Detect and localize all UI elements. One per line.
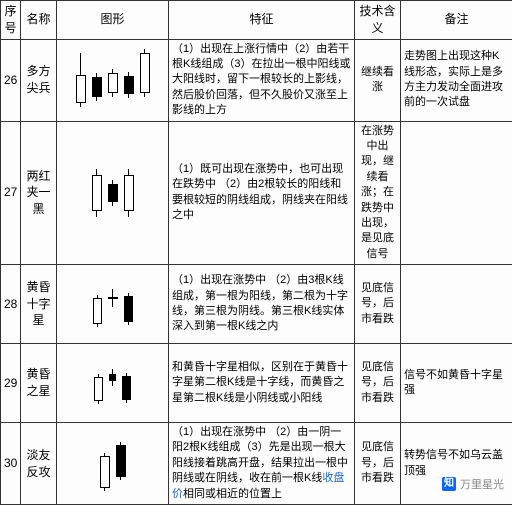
- cell-graph: [57, 121, 169, 265]
- cell-seq: 30: [1, 423, 21, 505]
- cell-feat: （1）既可出现在涨势中，也可出现在跌势中 （2）由2根较长的阳线和要根较短的阴线…: [169, 121, 355, 265]
- cell-tech: 继续看涨: [355, 39, 401, 121]
- cell-seq: 29: [1, 344, 21, 423]
- table-row: 29 黄昏之星 和黄昏十字星相似，区别在于黄昏十字星第二根K线是十字线，而黄昏之…: [1, 344, 512, 423]
- cell-name: 黄昏之星: [21, 344, 57, 423]
- cell-name: 淡友反攻: [21, 423, 57, 505]
- zhihu-logo-icon: 知: [442, 477, 456, 491]
- cell-note: [401, 265, 512, 344]
- cell-note: 转势信号不如乌云盖顶强: [401, 423, 512, 505]
- feat-text-post: 相同或相近的位置上: [183, 488, 282, 500]
- table-row: 30 淡友反攻 （1）出现在涨势中 （2）由一阴一阳2根K线组成（3）先是出现一…: [1, 423, 512, 505]
- cell-graph: [57, 423, 169, 505]
- cell-name: 黄昏十字星: [21, 265, 57, 344]
- cell-note: [401, 121, 512, 265]
- cell-tech: 见底信号，后市看跌: [355, 265, 401, 344]
- cell-feat: （1）出现在涨势中 （2）由一阴一阳2根K线组成（3）先是出现一根大阳线接着跳高…: [169, 423, 355, 505]
- table-row: 26 多方尖兵 （1）出现在上涨行情中（2）由若干根K线组成（3）在拉出一根中阳…: [1, 39, 512, 121]
- cell-name: 两红夹一黑: [21, 121, 57, 265]
- cell-tech: 见底信号，后市看跌: [355, 344, 401, 423]
- kline-patterns-table: 序号 名称 图形 特征 技术含义 备注 26 多方尖兵 （1）出现在上涨行情中（…: [0, 0, 512, 505]
- cell-note: 走势图上出现这种K线形态，实际上是多方主力发动全面进攻前的一次试盘: [401, 39, 512, 121]
- watermark: 知 万里星光: [442, 476, 504, 492]
- cell-feat: 和黄昏十字星相似，区别在于黄昏十字星第二根K线是十字线，而黄昏之星第二根K线是小…: [169, 344, 355, 423]
- th-note: 备注: [401, 1, 512, 40]
- cell-name: 多方尖兵: [21, 39, 57, 121]
- th-tech: 技术含义: [355, 1, 401, 40]
- th-seq: 序号: [1, 1, 21, 40]
- th-feat: 特征: [169, 1, 355, 40]
- cell-graph: [57, 39, 169, 121]
- watermark-text: 万里星光: [460, 476, 504, 492]
- th-graph: 图形: [57, 1, 169, 40]
- cell-seq: 26: [1, 39, 21, 121]
- table-row: 27 两红夹一黑 （1）既可出现在涨势中，也可出现在跌势中 （2）由2根较长的阳…: [1, 121, 512, 265]
- th-name: 名称: [21, 1, 57, 40]
- cell-feat: （1）出现在上涨行情中（2）由若干根K线组成（3）在拉出一根中阳线或大阳线时，留…: [169, 39, 355, 121]
- table-row: 28 黄昏十字星 （1）出现在涨势中 （2）由3根K线组成，第一根为阳线，第二根…: [1, 265, 512, 344]
- cell-feat: （1）出现在涨势中 （2）由3根K线组成，第一根为阳线，第二根为十字线，第三根为…: [169, 265, 355, 344]
- cell-tech: 在涨势中出现，继续看涨；在跌势中出现，是见底信号: [355, 121, 401, 265]
- cell-note: 信号不如黄昏十字星强: [401, 344, 512, 423]
- cell-graph: [57, 265, 169, 344]
- cell-graph: [57, 344, 169, 423]
- cell-tech: 见底信号，后市看跌: [355, 423, 401, 505]
- cell-seq: 28: [1, 265, 21, 344]
- cell-seq: 27: [1, 121, 21, 265]
- header-row: 序号 名称 图形 特征 技术含义 备注: [1, 1, 512, 40]
